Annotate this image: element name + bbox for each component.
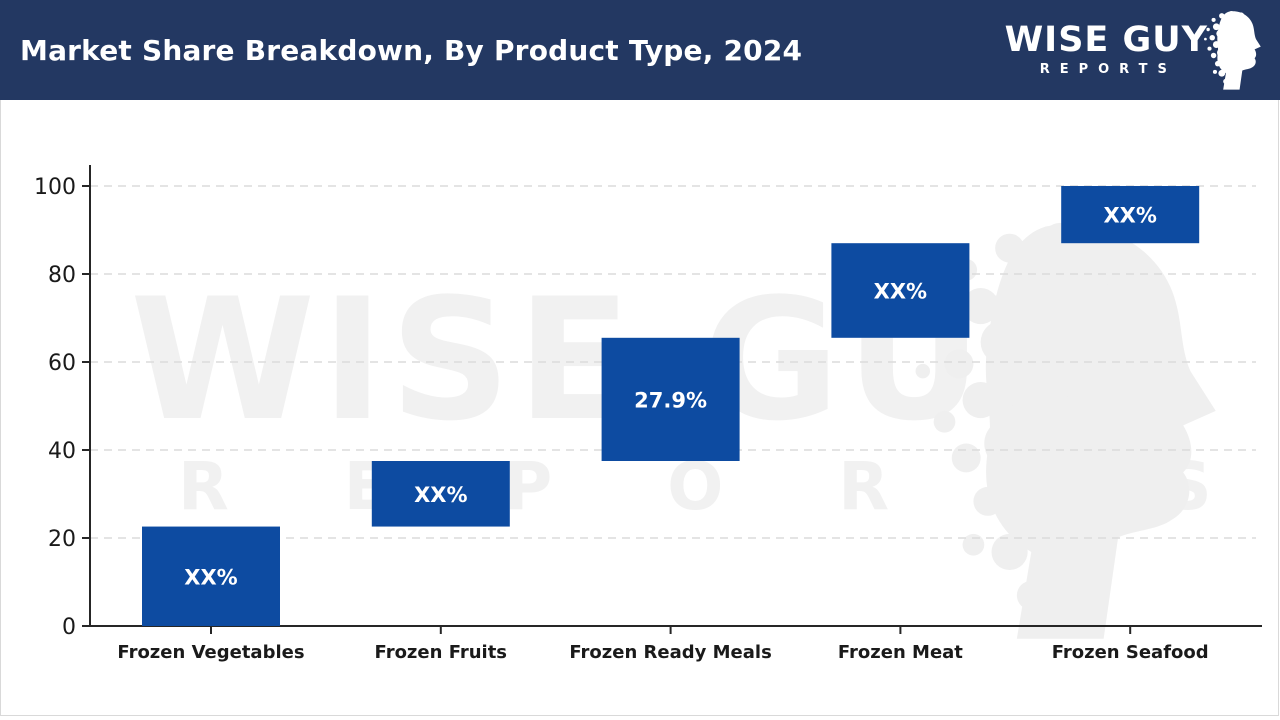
y-tick-label-20: 20 bbox=[48, 527, 76, 552]
bar-frozen-ready-meals bbox=[601, 337, 740, 461]
brand-text: WISE GUY REPORTS bbox=[1004, 20, 1208, 78]
bar-frozen-fruits bbox=[371, 461, 510, 527]
brand-wordmark: WISE GUY bbox=[1004, 20, 1208, 60]
x-axis-label-frozen-vegetables: Frozen Vegetables bbox=[117, 642, 304, 663]
y-tick-label-40: 40 bbox=[48, 439, 76, 464]
content-border bbox=[0, 100, 1279, 716]
header-bar: Market Share Breakdown, By Product Type,… bbox=[0, 0, 1280, 100]
bar-frozen-meat bbox=[831, 243, 970, 338]
y-tick-label-0: 0 bbox=[62, 615, 76, 640]
bar-value-label-frozen-seafood: XX% bbox=[1103, 204, 1156, 228]
brand-head-icon bbox=[1204, 11, 1261, 90]
brand-logo: WISE GUY REPORTS bbox=[1005, 8, 1266, 92]
bar-value-label-frozen-meat: XX% bbox=[874, 280, 927, 304]
page-title: Market Share Breakdown, By Product Type,… bbox=[20, 33, 803, 67]
x-axis-label-frozen-seafood: Frozen Seafood bbox=[1052, 642, 1209, 663]
bar-frozen-seafood bbox=[1061, 186, 1200, 244]
brand-reports-label: REPORTS bbox=[1039, 62, 1177, 77]
bar-value-label-frozen-fruits: XX% bbox=[414, 483, 467, 507]
bar-value-label-frozen-ready-meals: 27.9% bbox=[634, 388, 707, 412]
y-tick-label-100: 100 bbox=[34, 175, 76, 200]
x-axis-label-frozen-meat: Frozen Meat bbox=[838, 642, 963, 663]
bar-value-label-frozen-vegetables: XX% bbox=[184, 565, 237, 589]
y-tick-label-60: 60 bbox=[48, 351, 76, 376]
x-axis-label-frozen-fruits: Frozen Fruits bbox=[375, 642, 507, 663]
bar-frozen-vegetables bbox=[142, 526, 280, 626]
x-axis-label-frozen-ready-meals: Frozen Ready Meals bbox=[569, 642, 771, 663]
y-tick-label-80: 80 bbox=[48, 263, 76, 288]
